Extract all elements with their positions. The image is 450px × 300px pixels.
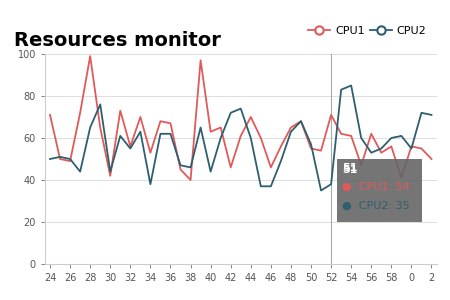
Text: 51: 51 [342, 163, 357, 173]
Text: Resources monitor: Resources monitor [14, 31, 220, 50]
FancyBboxPatch shape [337, 159, 423, 222]
Text: ●  CPU1: 54: ● CPU1: 54 [342, 182, 410, 192]
Legend: CPU1, CPU2: CPU1, CPU2 [304, 22, 431, 40]
Text: ●  CPU2: 35: ● CPU2: 35 [342, 201, 410, 211]
Text: 51: 51 [342, 165, 357, 175]
